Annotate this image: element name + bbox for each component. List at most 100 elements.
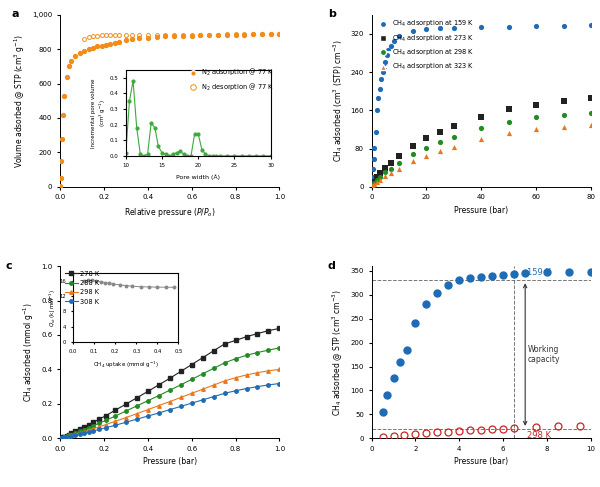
Point (368, 182, 378, 189)
278 K (254, 331, 261, 337)
Point (449, 143, 458, 151)
308 K (85, 429, 92, 435)
308 K (232, 388, 239, 393)
298 K (67, 432, 74, 438)
288 K (166, 387, 173, 393)
Point (408, 142, 418, 150)
298 K (155, 403, 163, 409)
308 K (72, 432, 79, 438)
288 K (111, 413, 118, 419)
298 K (85, 427, 92, 433)
Point (367, 179, 377, 187)
Point (367, 182, 377, 190)
298 K (210, 382, 217, 388)
Point (380, 164, 390, 171)
X-axis label: Pressure (bar): Pressure (bar) (454, 457, 508, 467)
Line: 278 K: 278 K (58, 327, 281, 440)
278 K (199, 355, 206, 360)
298 K (232, 375, 239, 381)
Point (436, 24, 445, 32)
Point (368, 173, 377, 181)
288 K (59, 435, 66, 441)
288 K (199, 371, 206, 377)
298 K (177, 394, 184, 400)
298 K (103, 422, 110, 428)
278 K (276, 325, 283, 331)
278 K (166, 375, 173, 381)
Point (386, 165, 395, 172)
308 K (103, 425, 110, 431)
Point (504, 23, 514, 31)
278 K (122, 401, 130, 407)
288 K (67, 431, 74, 437)
278 K (80, 424, 88, 430)
Point (408, 150, 418, 158)
Point (394, 159, 404, 167)
Point (532, 101, 541, 109)
Text: 159 K: 159 K (527, 267, 551, 277)
298 K (199, 386, 206, 392)
Point (586, 109, 596, 116)
Legend: CH$_4$ adsorption at 159 K, CH$_4$ adsorption at 273 K, CH$_4$ adsorption at 298: CH$_4$ adsorption at 159 K, CH$_4$ adsor… (375, 18, 475, 74)
278 K (67, 431, 74, 436)
Point (394, 152, 404, 160)
Line: 288 K: 288 K (58, 346, 281, 440)
Point (504, 118, 514, 126)
308 K (210, 393, 217, 399)
288 K (276, 345, 283, 351)
Point (394, 32, 404, 40)
Point (386, 42, 395, 50)
288 K (61, 434, 68, 440)
Point (369, 155, 379, 163)
308 K (133, 416, 140, 422)
Point (372, 178, 382, 186)
308 K (276, 381, 283, 387)
308 K (166, 407, 173, 412)
308 K (199, 397, 206, 403)
288 K (80, 427, 88, 432)
Point (376, 75, 386, 83)
308 K (122, 419, 130, 425)
Point (378, 68, 388, 76)
278 K (111, 408, 118, 413)
Point (368, 165, 378, 172)
Point (559, 111, 568, 119)
298 K (61, 434, 68, 440)
298 K (243, 372, 250, 378)
288 K (65, 432, 73, 438)
Point (436, 147, 445, 155)
Point (559, 97, 568, 105)
308 K (65, 433, 73, 439)
Point (383, 47, 393, 55)
Legend: 278 K, 288 K, 298 K, 308 K: 278 K, 288 K, 298 K, 308 K (64, 269, 100, 306)
Point (586, 121, 596, 129)
288 K (133, 403, 140, 409)
Point (367, 183, 377, 190)
Point (586, 94, 596, 102)
Point (375, 85, 385, 93)
298 K (144, 407, 151, 412)
288 K (221, 360, 228, 366)
308 K (56, 435, 64, 441)
Point (368, 181, 378, 189)
288 K (56, 435, 64, 441)
Point (367, 182, 377, 190)
Point (476, 125, 486, 132)
Point (422, 152, 431, 160)
Point (382, 52, 391, 59)
Point (372, 106, 382, 114)
Y-axis label: Volume adsorbed @ STP (cm$^3$ g$^{-1}$): Volume adsorbed @ STP (cm$^3$ g$^{-1}$) (12, 34, 26, 168)
Point (367, 182, 377, 190)
X-axis label: Relative pressure ($P$/$P_o$): Relative pressure ($P$/$P_o$) (124, 206, 215, 219)
Point (449, 122, 458, 130)
Point (370, 181, 379, 188)
Point (368, 180, 378, 188)
278 K (89, 419, 97, 425)
298 K (254, 370, 261, 375)
298 K (133, 411, 140, 416)
278 K (72, 429, 79, 434)
298 K (221, 378, 228, 384)
278 K (65, 431, 73, 437)
298 K (166, 399, 173, 405)
Point (370, 179, 379, 187)
